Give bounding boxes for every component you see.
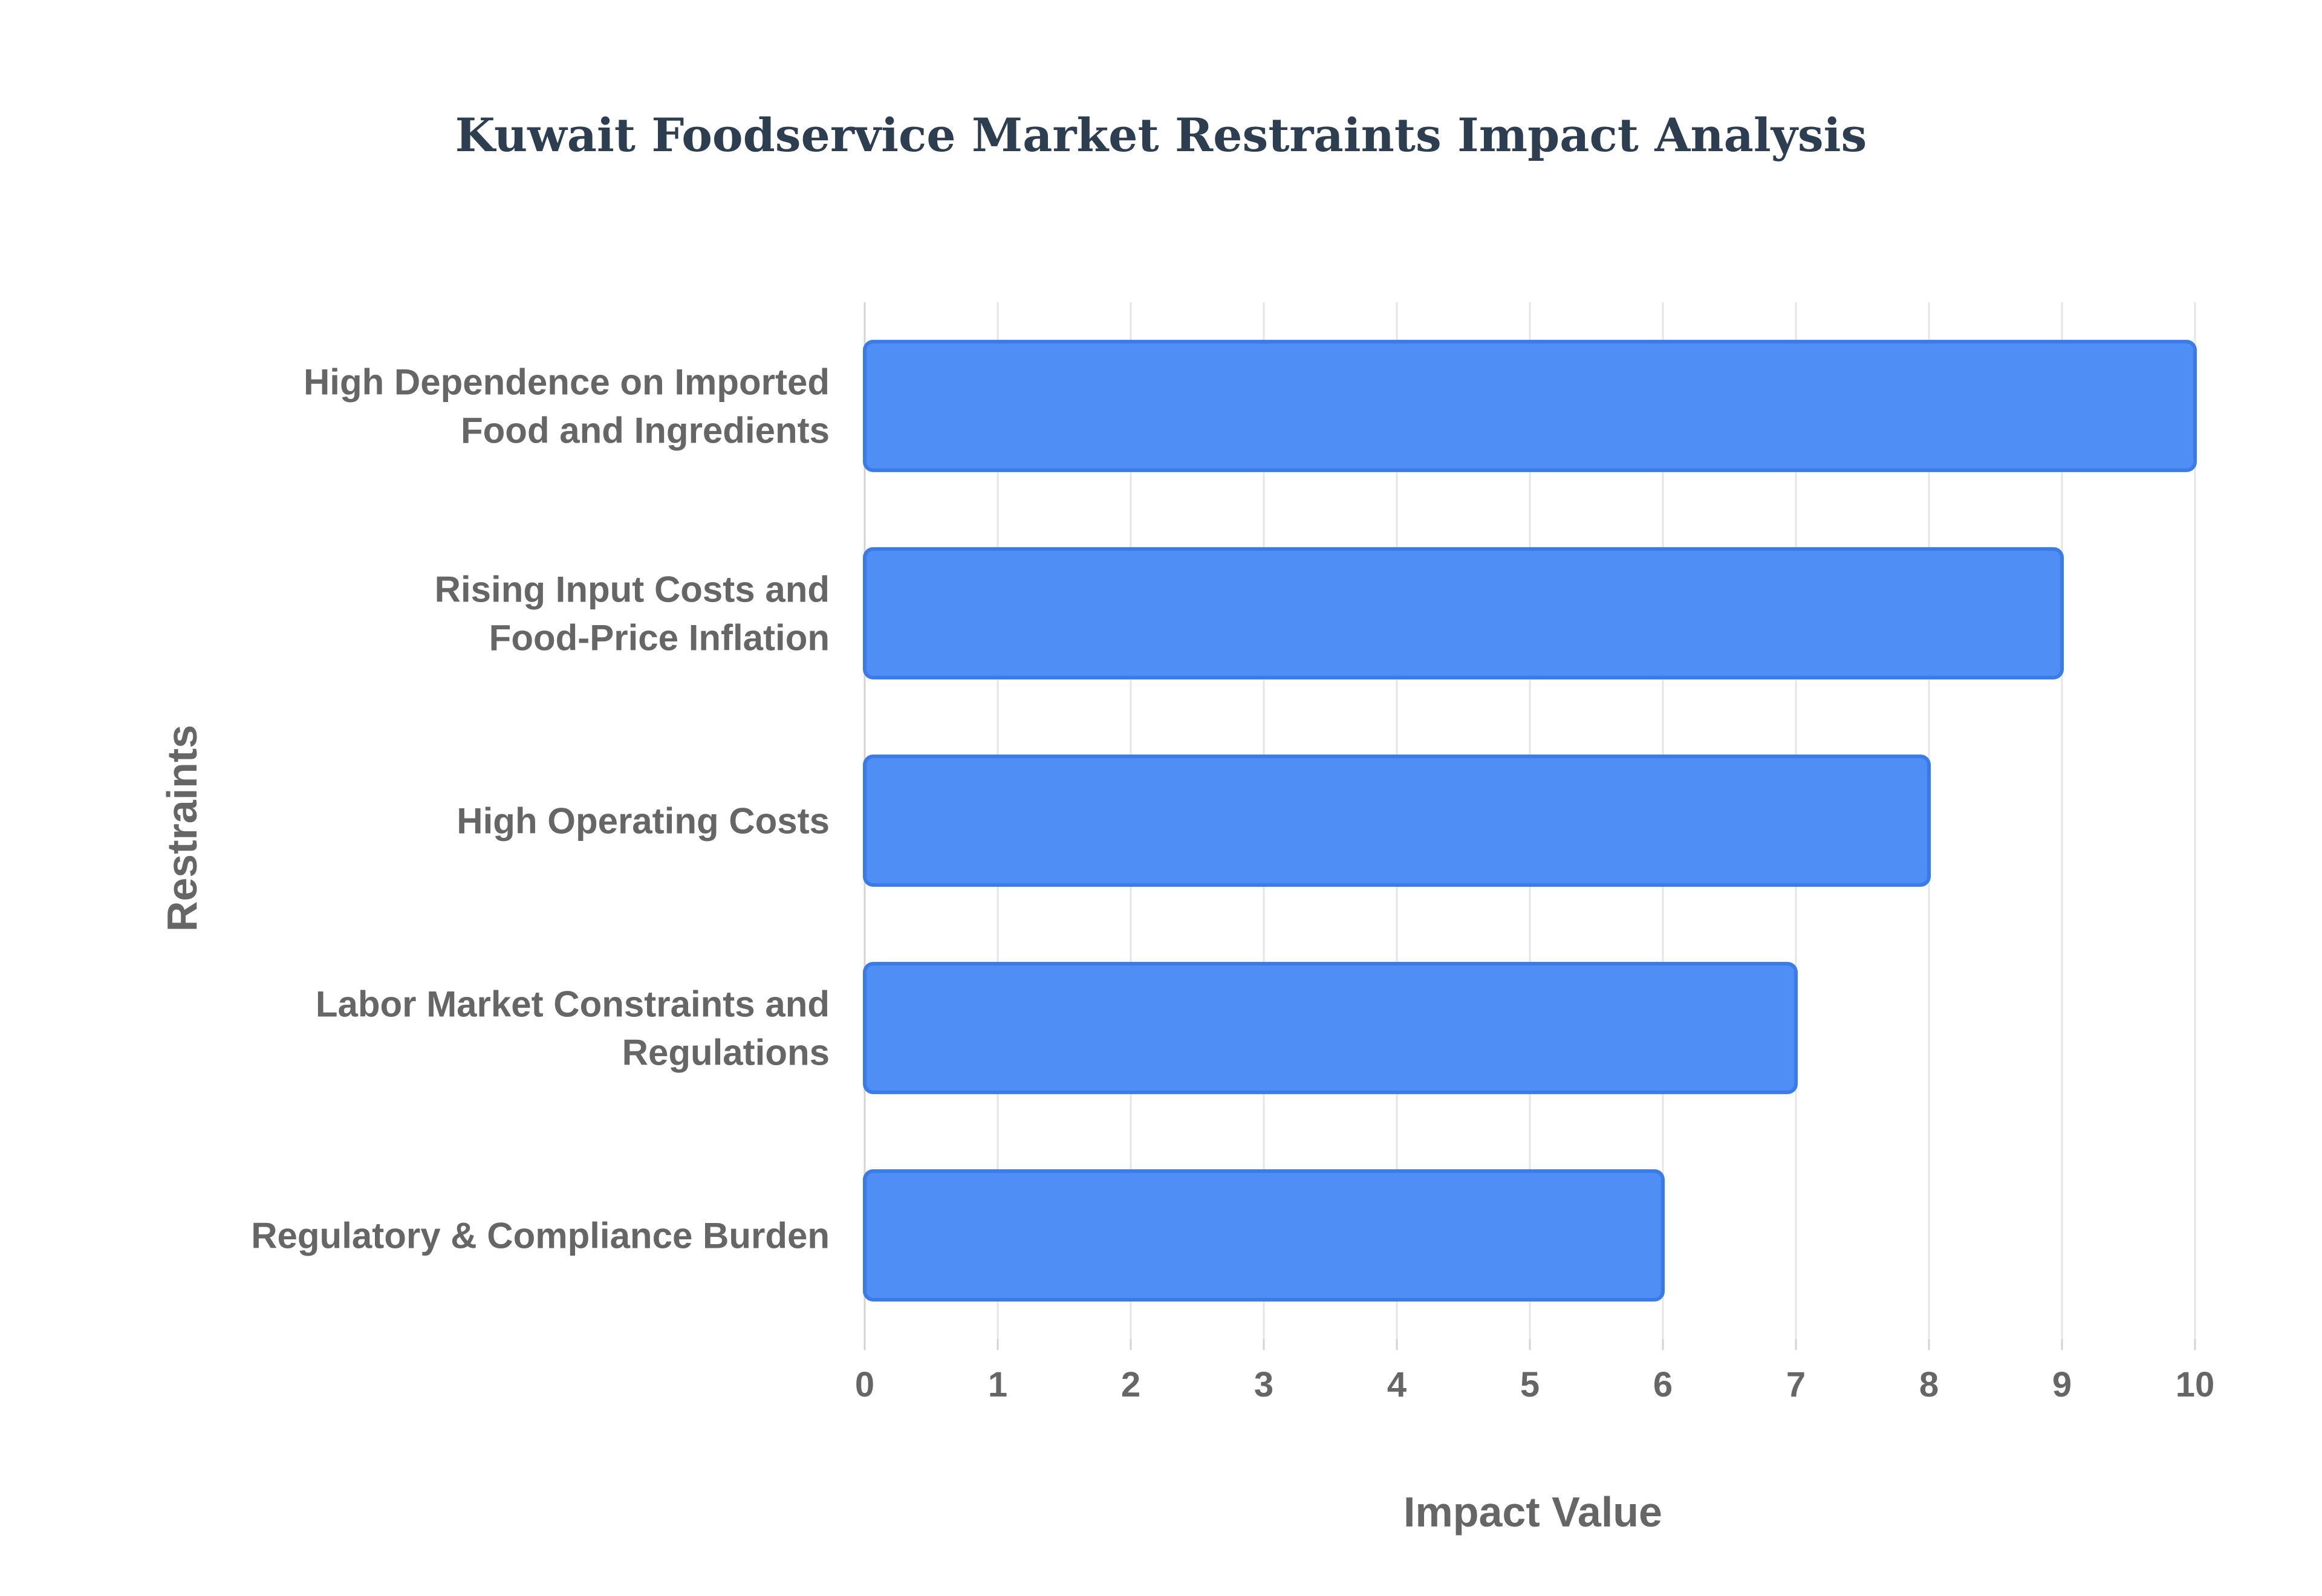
bar bbox=[863, 962, 1798, 1094]
category-label-line: Regulatory & Compliance Burden bbox=[251, 1216, 830, 1256]
x-tick-label: 8 bbox=[1919, 1365, 1939, 1404]
bar bbox=[863, 754, 1931, 887]
x-tick-label: 0 bbox=[855, 1365, 874, 1404]
chart-title: Kuwait Foodservice Market Restraints Imp… bbox=[455, 108, 1867, 162]
bar bbox=[863, 1169, 1665, 1302]
x-tick-label: 1 bbox=[988, 1365, 1007, 1404]
category-label: High Dependence on Imported Food and Ingr… bbox=[304, 362, 830, 451]
x-tick-label: 10 bbox=[2176, 1365, 2215, 1404]
bar bbox=[863, 340, 2197, 472]
category-label-line: Rising Input Costs and bbox=[435, 569, 830, 610]
category-label-line: Food-Price Inflation bbox=[489, 618, 830, 658]
x-axis-title: Impact Value bbox=[1403, 1488, 1662, 1536]
category-label-line: High Dependence on Imported bbox=[304, 362, 830, 403]
x-tick-label: 7 bbox=[1786, 1365, 1806, 1404]
x-tick-label: 5 bbox=[1520, 1365, 1540, 1404]
bar bbox=[863, 547, 2064, 680]
x-tick-label: 4 bbox=[1387, 1365, 1407, 1404]
x-tick-labels: 0 1 2 3 4 5 6 7 8 9 10 bbox=[855, 1365, 2214, 1404]
category-label: Regulatory & Compliance Burden bbox=[251, 1216, 830, 1256]
x-tick-label: 6 bbox=[1653, 1365, 1673, 1404]
category-label: Labor Market Constraints and Regulations bbox=[316, 984, 830, 1073]
y-axis-title: Restraints bbox=[158, 725, 206, 932]
x-tick-label: 9 bbox=[2052, 1365, 2072, 1404]
category-label-line: Regulations bbox=[622, 1033, 830, 1073]
x-tick-label: 2 bbox=[1121, 1365, 1140, 1404]
bars bbox=[863, 340, 2197, 1302]
category-label-line: Labor Market Constraints and bbox=[316, 984, 830, 1025]
category-label-line: Food and Ingredients bbox=[461, 410, 830, 451]
category-label: High Operating Costs bbox=[457, 801, 830, 842]
category-label: Rising Input Costs and Food-Price Inflati… bbox=[435, 569, 830, 658]
category-label-line: High Operating Costs bbox=[457, 801, 830, 842]
x-tick-label: 3 bbox=[1254, 1365, 1273, 1404]
category-labels: High Dependence on Imported Food and Ingr… bbox=[251, 362, 830, 1256]
